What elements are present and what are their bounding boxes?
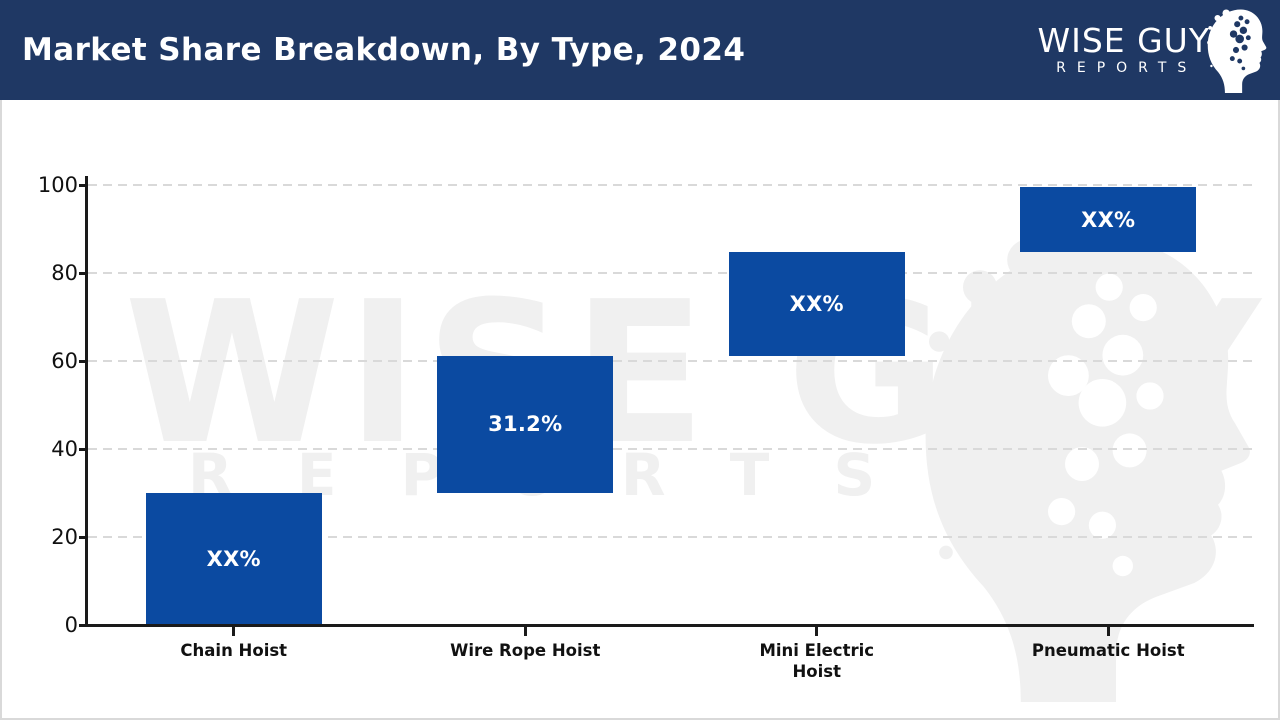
y-axis-tick-mark <box>79 359 88 363</box>
bar-segment: XX% <box>1020 187 1197 252</box>
y-axis-tick-label: 60 <box>51 349 78 373</box>
x-axis-category-label: Chain Hoist <box>180 641 288 660</box>
bar-value-label: XX% <box>1081 207 1136 232</box>
y-axis-tick-mark <box>79 183 88 187</box>
bar-segment: 31.2% <box>437 355 614 493</box>
x-axis-tick-mark <box>523 627 527 636</box>
x-axis-tick-mark <box>1106 627 1110 636</box>
y-axis-tick-label: 20 <box>51 525 78 549</box>
x-axis-category-label: Mini Electric Hoist <box>759 641 875 681</box>
y-axis-tick-mark <box>79 623 88 627</box>
wiseguy-head-watermark-icon <box>912 226 1252 702</box>
y-axis-tick-mark <box>79 535 88 539</box>
x-axis-tick-mark <box>815 627 819 636</box>
bar-value-label: 31.2% <box>488 412 563 437</box>
brand-logo: WISE GUY REPORTS <box>1010 0 1270 100</box>
gridline-60 <box>88 360 1254 362</box>
y-axis-tick-mark <box>79 271 88 275</box>
bar-segment: XX% <box>145 493 322 625</box>
x-axis-category-label: Pneumatic Hoist <box>1031 641 1185 660</box>
y-axis-spine <box>85 176 88 627</box>
x-axis-category-label: Wire Rope Hoist <box>450 641 601 660</box>
gridline-100 <box>88 184 1254 186</box>
brand-text: WISE GUY REPORTS <box>1037 22 1210 77</box>
y-axis-tick-label: 80 <box>51 261 78 285</box>
brand-name: WISE GUY <box>1037 21 1210 60</box>
gridline-40 <box>88 448 1254 450</box>
x-axis-spine <box>85 624 1254 627</box>
y-axis-tick-label: 100 <box>37 173 78 197</box>
page-edge-left <box>0 100 2 720</box>
bar-segment: XX% <box>728 251 905 356</box>
page-edge-bottom <box>0 718 1280 720</box>
y-axis-tick-label: 40 <box>51 437 78 461</box>
page-edge-right <box>1278 100 1280 720</box>
header-bar: Market Share Breakdown, By Type, 2024 WI… <box>0 0 1280 100</box>
gridline-20 <box>88 536 1254 538</box>
bar-value-label: XX% <box>789 291 844 316</box>
page-title: Market Share Breakdown, By Type, 2024 <box>22 32 746 68</box>
brand-subtitle: REPORTS <box>1056 60 1198 76</box>
y-axis-tick-label: 0 <box>64 613 78 637</box>
y-axis-tick-mark <box>79 447 88 451</box>
gridline-80 <box>88 272 1254 274</box>
x-axis-tick-mark <box>232 627 236 636</box>
bar-value-label: XX% <box>206 547 261 571</box>
wiseguy-head-icon <box>1204 7 1268 93</box>
